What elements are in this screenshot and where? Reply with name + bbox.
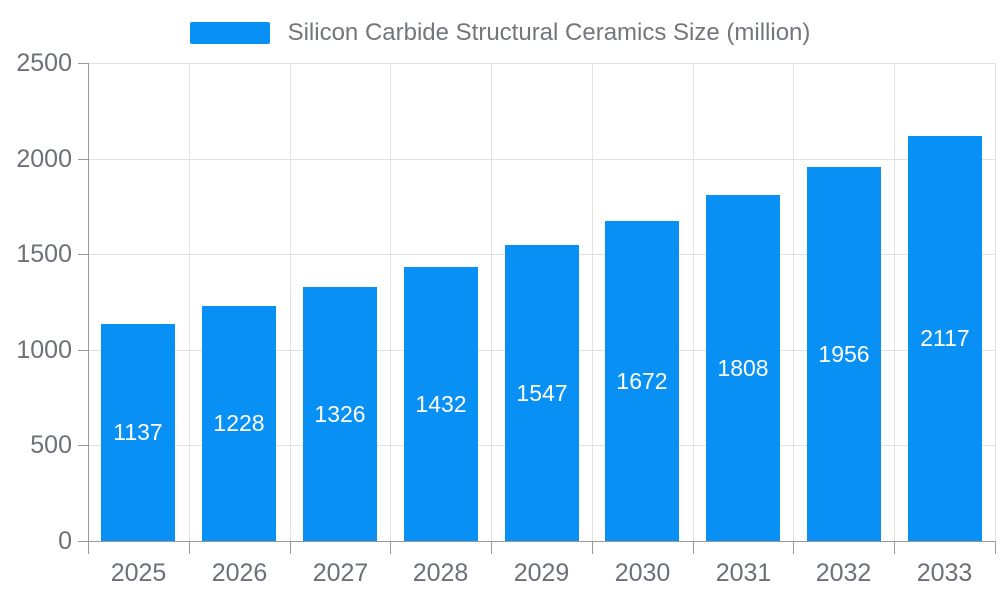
bar-2029[interactable]: 1547 [505, 245, 579, 541]
x-axis-tick [693, 541, 694, 554]
x-axis-tick-label: 2032 [815, 559, 872, 587]
bar-value-label: 1672 [616, 367, 668, 394]
bar-2032[interactable]: 1956 [807, 167, 881, 541]
x-axis-tick [390, 541, 391, 554]
y-axis-tick-label: 1500 [16, 240, 72, 268]
bar-2031[interactable]: 1808 [706, 195, 780, 541]
y-axis-tick [78, 63, 88, 64]
x-axis-tick-label: 2028 [412, 559, 469, 587]
y-axis-tick-label: 2000 [16, 145, 72, 173]
bar-value-label: 1432 [415, 390, 467, 417]
x-axis-tick [894, 541, 895, 554]
y-axis-tick [78, 350, 88, 351]
bar-value-label: 1808 [717, 354, 769, 381]
y-axis-tick-label: 1000 [16, 336, 72, 364]
x-axis-tick-label: 2030 [614, 559, 671, 587]
x-axis-tick [290, 541, 291, 554]
y-axis-tick-label: 500 [30, 431, 72, 459]
gridline-vertical [995, 63, 996, 541]
bar-2030[interactable]: 1672 [605, 221, 679, 541]
bar-value-label: 1547 [516, 379, 568, 406]
bar-value-label: 1228 [213, 410, 265, 436]
legend-label: Silicon Carbide Structural Ceramics Size… [287, 19, 811, 46]
legend-swatch[interactable] [189, 22, 270, 44]
gridline-horizontal [88, 63, 995, 64]
x-axis-tick [592, 541, 593, 554]
y-axis-tick-label: 2500 [16, 49, 72, 77]
gridline-vertical [189, 63, 190, 541]
x-axis-tick-label: 2025 [110, 559, 167, 587]
x-axis-tick [189, 541, 190, 554]
y-axis-line [88, 63, 89, 542]
gridline-vertical [793, 63, 794, 541]
bar-2026[interactable]: 1228 [202, 306, 276, 541]
gridline-vertical [290, 63, 291, 541]
bar-2027[interactable]: 1326 [303, 287, 377, 541]
x-axis-tick-label: 2031 [715, 559, 772, 587]
gridline-vertical [693, 63, 694, 541]
bar-2028[interactable]: 1432 [404, 267, 478, 541]
x-axis-tick-label: 2027 [312, 559, 369, 587]
x-axis-tick [88, 541, 89, 554]
y-axis-tick-label: 0 [58, 527, 72, 555]
bar-value-label: 1137 [113, 419, 163, 445]
y-axis-tick [78, 541, 88, 542]
x-axis-tick-label: 2026 [211, 559, 268, 587]
legend[interactable]: Silicon Carbide Structural Ceramics Size… [0, 20, 1000, 46]
x-axis-tick [995, 541, 996, 554]
y-axis-tick [78, 159, 88, 160]
bar-2025[interactable]: 1137 [101, 324, 175, 541]
x-axis-line [88, 541, 995, 542]
x-axis-tick [491, 541, 492, 554]
gridline-vertical [894, 63, 895, 541]
gridline-vertical [592, 63, 593, 541]
bar-2033[interactable]: 2117 [908, 136, 982, 541]
x-axis-tick-label: 2033 [916, 559, 973, 587]
bar-value-label: 2117 [920, 325, 970, 351]
y-axis-tick [78, 254, 88, 255]
gridline-horizontal [88, 159, 995, 160]
y-axis-tick [78, 445, 88, 446]
bar-value-label: 1326 [314, 400, 366, 427]
bar-value-label: 1956 [818, 340, 870, 367]
x-axis-tick [793, 541, 794, 554]
gridline-vertical [491, 63, 492, 541]
gridline-vertical [390, 63, 391, 541]
x-axis-tick-label: 2029 [513, 559, 570, 587]
